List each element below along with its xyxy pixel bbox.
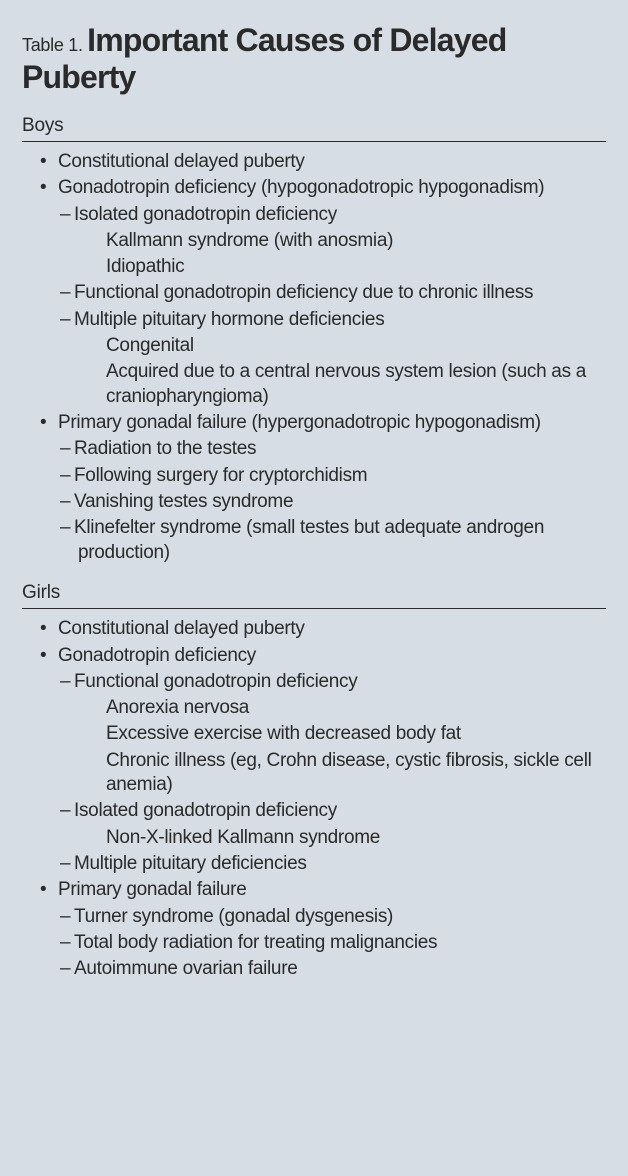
list-item: Kallmann syndrome (with anosmia) bbox=[22, 229, 606, 253]
list-item: Autoimmune ovarian failure bbox=[22, 957, 606, 981]
list-item: Functional gonadotropin deficiency bbox=[22, 670, 606, 694]
list-item: Congenital bbox=[22, 334, 606, 358]
list-item: Functional gonadotropin deficiency due t… bbox=[22, 281, 606, 305]
list-item: Multiple pituitary deficiencies bbox=[22, 852, 606, 876]
section-header: Boys bbox=[22, 114, 606, 142]
list-item: Gonadotropin deficiency bbox=[22, 644, 606, 668]
list-item: Radiation to the testes bbox=[22, 437, 606, 461]
table-title-block: Table 1. Important Causes of Delayed Pub… bbox=[22, 22, 606, 96]
list-item: Gonadotropin deficiency (hypogonadotropi… bbox=[22, 176, 606, 200]
list-item: Idiopathic bbox=[22, 255, 606, 279]
section: Constitutional delayed pubertyGonadotrop… bbox=[22, 150, 606, 565]
list-item: Constitutional delayed puberty bbox=[22, 617, 606, 641]
section-header: Girls bbox=[22, 581, 606, 609]
list-item: Isolated gonadotropin deficiency bbox=[22, 799, 606, 823]
list-item: Turner syndrome (gonadal dysgenesis) bbox=[22, 905, 606, 929]
list-item: Primary gonadal failure (hypergonadotrop… bbox=[22, 411, 606, 435]
section: Constitutional delayed puberty Gonadotrop… bbox=[22, 617, 606, 981]
list-item: Primary gonadal failure bbox=[22, 878, 606, 902]
list-item: Vanishing testes syndrome bbox=[22, 490, 606, 514]
list-item: Anorexia nervosa bbox=[22, 696, 606, 720]
list-item: Non-X-linked Kallmann syndrome bbox=[22, 826, 606, 850]
list-item: Excessive exercise with decreased body f… bbox=[22, 722, 606, 746]
list-item: Isolated gonadotropin deficiency bbox=[22, 203, 606, 227]
table-label: Table 1. bbox=[22, 35, 83, 55]
list-item: Multiple pituitary hormone deficiencies bbox=[22, 308, 606, 332]
sections-container: BoysConstitutional delayed pubertyGonado… bbox=[22, 114, 606, 982]
list-item: Following surgery for cryptorchidism bbox=[22, 464, 606, 488]
table-title: Important Causes of Delayed Puberty bbox=[22, 22, 507, 95]
list-item: Total body radiation for treating malign… bbox=[22, 931, 606, 955]
list-item: Constitutional delayed puberty bbox=[22, 150, 606, 174]
list-item: Chronic illness (eg, Crohn disease, cyst… bbox=[22, 749, 606, 798]
list-item: Klinefelter syndrome (small testes but a… bbox=[22, 516, 606, 565]
list-item: Acquired due to a central nervous system… bbox=[22, 360, 606, 409]
